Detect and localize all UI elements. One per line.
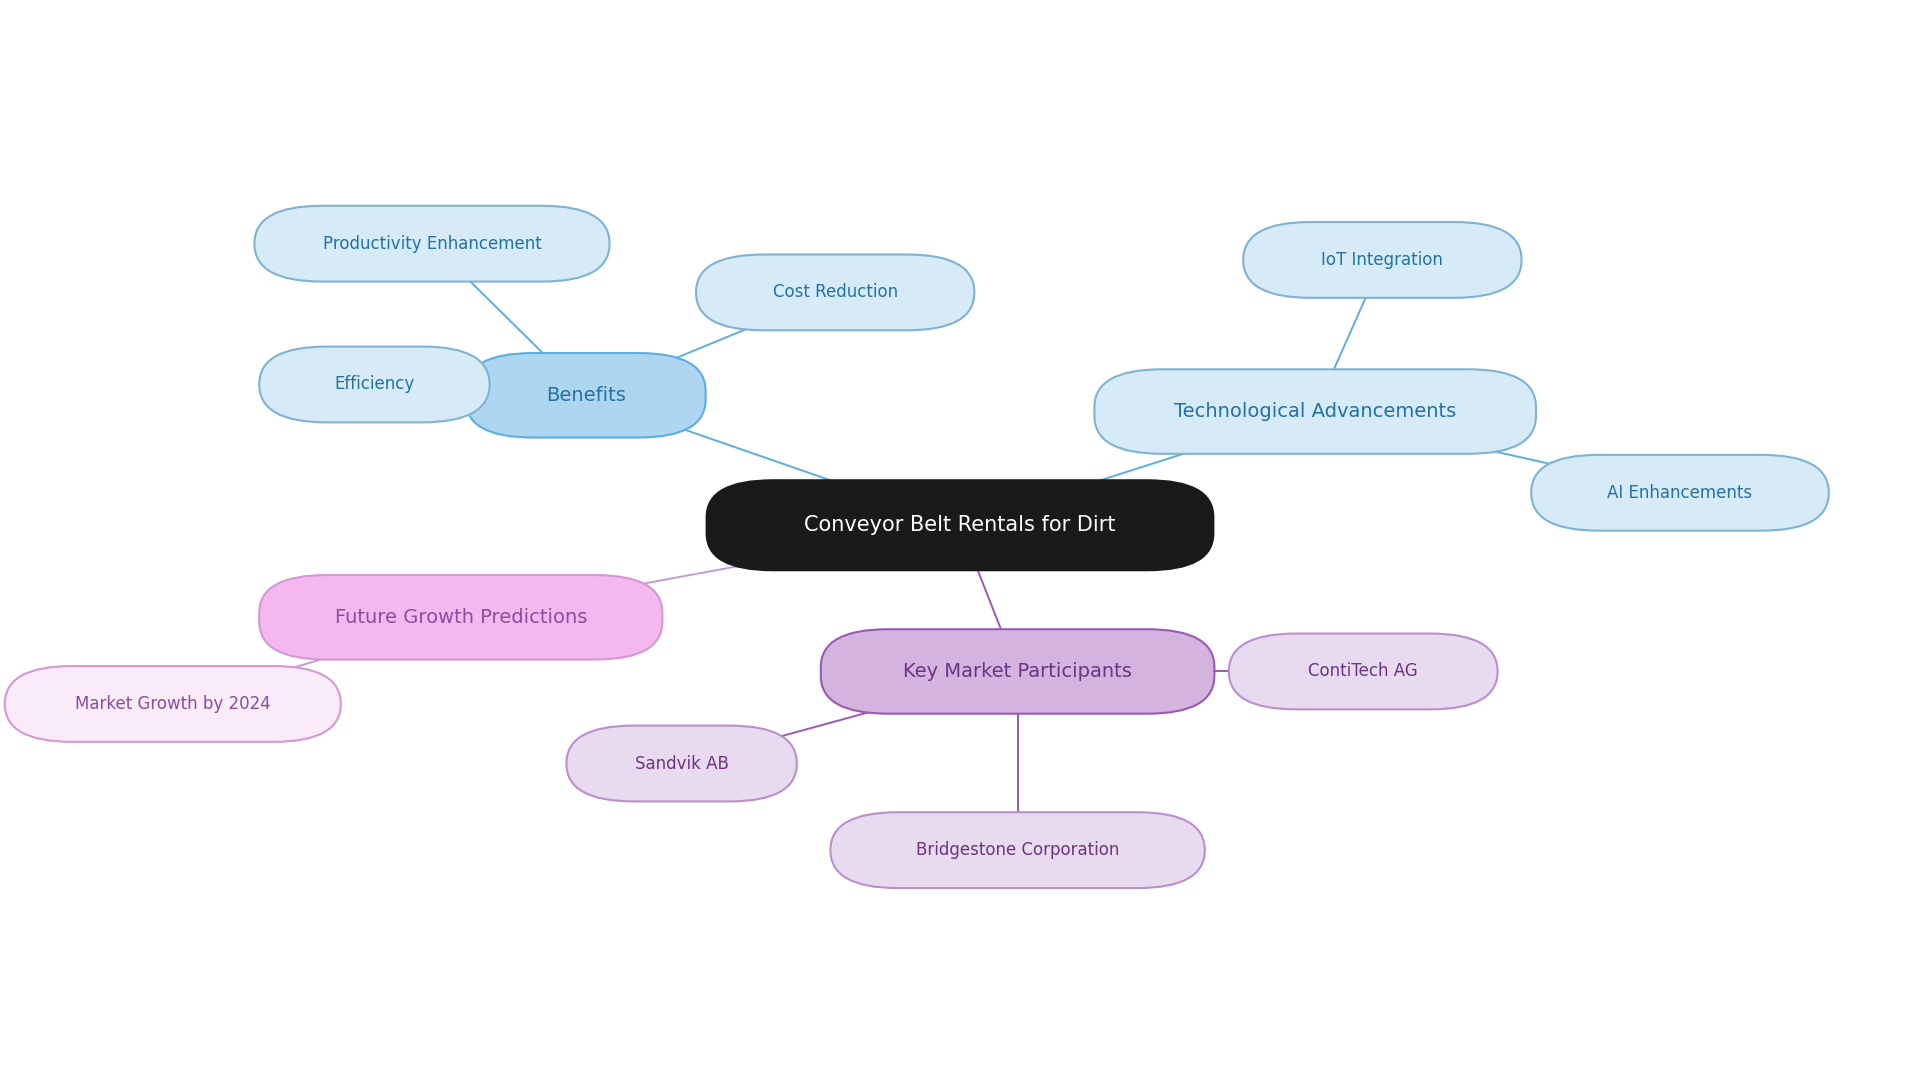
Text: Sandvik AB: Sandvik AB	[636, 755, 728, 772]
Text: Conveyor Belt Rentals for Dirt: Conveyor Belt Rentals for Dirt	[804, 516, 1116, 535]
FancyBboxPatch shape	[259, 575, 662, 660]
Text: Bridgestone Corporation: Bridgestone Corporation	[916, 841, 1119, 859]
FancyBboxPatch shape	[259, 347, 490, 422]
Text: Productivity Enhancement: Productivity Enhancement	[323, 235, 541, 252]
FancyBboxPatch shape	[822, 629, 1215, 714]
Text: ContiTech AG: ContiTech AG	[1308, 663, 1419, 680]
FancyBboxPatch shape	[4, 666, 342, 742]
FancyBboxPatch shape	[1094, 369, 1536, 454]
FancyBboxPatch shape	[1532, 455, 1828, 531]
Text: Efficiency: Efficiency	[334, 376, 415, 393]
Text: Future Growth Predictions: Future Growth Predictions	[334, 608, 588, 627]
FancyBboxPatch shape	[695, 255, 975, 330]
FancyBboxPatch shape	[253, 206, 611, 282]
Text: Market Growth by 2024: Market Growth by 2024	[75, 695, 271, 713]
Text: Benefits: Benefits	[545, 386, 626, 405]
Text: AI Enhancements: AI Enhancements	[1607, 484, 1753, 501]
Text: Cost Reduction: Cost Reduction	[772, 284, 899, 301]
FancyBboxPatch shape	[829, 812, 1206, 888]
FancyBboxPatch shape	[1242, 222, 1521, 298]
FancyBboxPatch shape	[566, 726, 797, 801]
Text: Key Market Participants: Key Market Participants	[902, 662, 1133, 681]
Text: Technological Advancements: Technological Advancements	[1173, 402, 1457, 421]
FancyBboxPatch shape	[465, 353, 707, 438]
FancyBboxPatch shape	[707, 479, 1215, 572]
FancyBboxPatch shape	[1229, 634, 1498, 709]
Text: IoT Integration: IoT Integration	[1321, 251, 1444, 269]
